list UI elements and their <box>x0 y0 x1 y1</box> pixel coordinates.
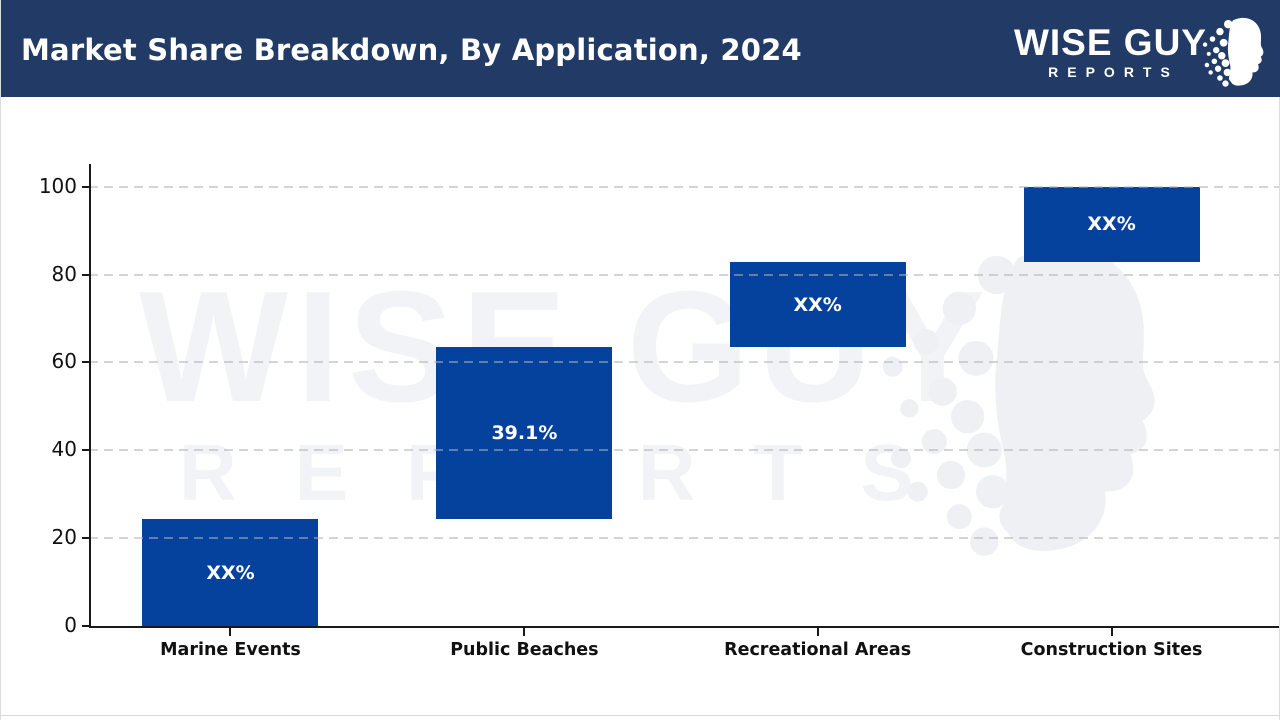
y-axis <box>89 164 91 628</box>
bar-marine-events <box>142 519 319 626</box>
category-label-construction-sites: Construction Sites <box>1020 640 1203 660</box>
x-axis <box>89 626 1279 628</box>
category-label-recreational-areas: Recreational Areas <box>724 640 912 660</box>
y-tick-label-80: 80 <box>51 261 77 286</box>
header: Market Share Breakdown, By Application, … <box>1 0 1280 97</box>
gridline-100 <box>89 185 1279 188</box>
y-tick-80 <box>82 273 89 276</box>
y-tick-label-40: 40 <box>51 437 77 462</box>
gridline-60 <box>89 361 1279 364</box>
x-tick-3 <box>816 628 819 636</box>
y-tick-0 <box>82 625 89 627</box>
category-label-public-beaches: Public Beaches <box>450 640 599 660</box>
page-title: Market Share Breakdown, By Application, … <box>21 33 802 67</box>
wise-guy-logo: WISE GUY REPORTS <box>1014 13 1265 91</box>
bar-value-label: XX% <box>1087 213 1136 236</box>
y-tick-label-60: 60 <box>51 349 77 374</box>
y-tick-60 <box>82 361 89 364</box>
logo-text: WISE GUY REPORTS <box>1014 24 1207 80</box>
logo-wordmark: WISE GUY <box>1013 22 1207 63</box>
bar-value-label: XX% <box>793 293 842 316</box>
y-tick-100 <box>82 185 89 188</box>
x-tick-2 <box>523 628 526 636</box>
y-tick-label-20: 20 <box>51 525 77 550</box>
x-tick-4 <box>1110 628 1113 636</box>
category-label-marine-events: Marine Events <box>160 640 301 660</box>
gridline-80 <box>89 273 1279 276</box>
gridline-40 <box>89 449 1279 452</box>
dotted-face-icon <box>1202 17 1264 87</box>
y-tick-label-0: 0 <box>64 613 77 637</box>
bar-value-label: 39.1% <box>491 422 558 445</box>
bar-value-label: XX% <box>206 561 255 584</box>
bar-public-beaches <box>436 347 613 520</box>
x-tick-1 <box>229 628 232 636</box>
y-tick-40 <box>82 449 89 452</box>
gridline-20 <box>89 537 1279 540</box>
logo-subtitle: REPORTS <box>1048 64 1179 80</box>
bar-recreational-areas <box>729 261 906 348</box>
bar-construction-sites <box>1023 186 1200 262</box>
y-tick-20 <box>82 537 89 540</box>
y-tick-label-100: 100 <box>38 173 77 198</box>
bottom-border <box>1 715 1280 716</box>
